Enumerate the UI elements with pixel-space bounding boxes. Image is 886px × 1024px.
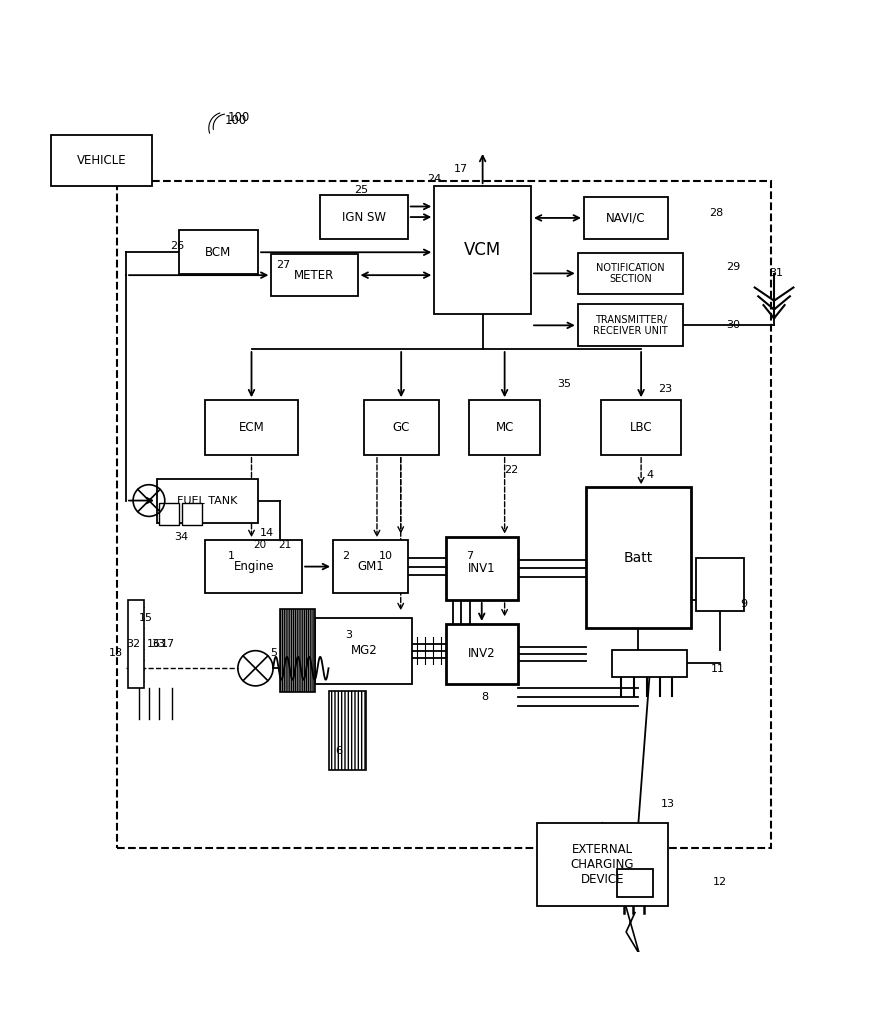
Text: VEHICLE: VEHICLE bbox=[77, 155, 127, 167]
Text: 21: 21 bbox=[278, 541, 291, 551]
Text: 12: 12 bbox=[713, 877, 727, 887]
Text: METER: METER bbox=[294, 268, 335, 282]
Text: 24: 24 bbox=[427, 174, 441, 184]
Text: 35: 35 bbox=[557, 379, 571, 389]
Text: 11: 11 bbox=[711, 664, 725, 674]
Text: 8: 8 bbox=[482, 692, 489, 701]
Text: 2: 2 bbox=[343, 551, 350, 561]
FancyBboxPatch shape bbox=[280, 609, 315, 692]
Text: GC: GC bbox=[392, 421, 410, 434]
Text: MC: MC bbox=[495, 421, 514, 434]
Text: 30: 30 bbox=[727, 321, 741, 331]
Text: 28: 28 bbox=[709, 208, 723, 218]
Text: 7: 7 bbox=[466, 551, 473, 561]
FancyBboxPatch shape bbox=[315, 617, 412, 684]
Text: 10: 10 bbox=[379, 551, 392, 561]
FancyBboxPatch shape bbox=[159, 503, 179, 525]
Text: Batt: Batt bbox=[624, 551, 653, 565]
Text: 100: 100 bbox=[228, 111, 250, 124]
FancyBboxPatch shape bbox=[446, 537, 517, 600]
FancyBboxPatch shape bbox=[333, 541, 408, 593]
FancyBboxPatch shape bbox=[51, 135, 152, 186]
FancyBboxPatch shape bbox=[586, 487, 691, 628]
Text: NOTIFICATION
SECTION: NOTIFICATION SECTION bbox=[596, 262, 664, 285]
Text: 17: 17 bbox=[161, 639, 175, 649]
Text: 6: 6 bbox=[336, 746, 343, 757]
Text: 4: 4 bbox=[647, 470, 654, 480]
Text: 25: 25 bbox=[354, 184, 369, 195]
FancyBboxPatch shape bbox=[584, 197, 667, 239]
Text: ECM: ECM bbox=[238, 421, 264, 434]
FancyBboxPatch shape bbox=[434, 186, 531, 314]
FancyBboxPatch shape bbox=[696, 558, 744, 610]
FancyBboxPatch shape bbox=[470, 400, 540, 455]
Text: 16: 16 bbox=[147, 639, 161, 649]
Text: 34: 34 bbox=[175, 531, 189, 542]
FancyBboxPatch shape bbox=[183, 503, 202, 525]
Text: EXTERNAL
CHARGING
DEVICE: EXTERNAL CHARGING DEVICE bbox=[571, 843, 634, 886]
FancyBboxPatch shape bbox=[329, 691, 366, 770]
Text: 26: 26 bbox=[170, 241, 184, 251]
Text: 5: 5 bbox=[270, 648, 277, 657]
Text: 23: 23 bbox=[657, 384, 672, 394]
Text: 31: 31 bbox=[769, 267, 783, 278]
Text: Engine: Engine bbox=[233, 560, 274, 573]
Text: TRANSMITTER/
RECEIVER UNIT: TRANSMITTER/ RECEIVER UNIT bbox=[593, 314, 668, 336]
FancyBboxPatch shape bbox=[157, 478, 258, 522]
Text: 9: 9 bbox=[741, 599, 748, 609]
FancyBboxPatch shape bbox=[602, 400, 680, 455]
Text: 1: 1 bbox=[229, 551, 235, 561]
Text: 20: 20 bbox=[253, 541, 267, 551]
FancyBboxPatch shape bbox=[446, 624, 517, 684]
Text: 29: 29 bbox=[727, 262, 741, 272]
FancyBboxPatch shape bbox=[206, 400, 298, 455]
Text: 15: 15 bbox=[139, 612, 153, 623]
Text: NAVI/C: NAVI/C bbox=[606, 211, 646, 224]
Text: 17: 17 bbox=[454, 164, 468, 174]
Text: GM1: GM1 bbox=[357, 560, 384, 573]
FancyBboxPatch shape bbox=[271, 254, 358, 296]
Text: MG2: MG2 bbox=[350, 644, 377, 657]
FancyBboxPatch shape bbox=[320, 195, 408, 239]
Text: IGN SW: IGN SW bbox=[342, 211, 385, 223]
FancyBboxPatch shape bbox=[537, 823, 667, 906]
Text: FUEL TANK: FUEL TANK bbox=[177, 496, 237, 506]
Text: 13: 13 bbox=[661, 800, 674, 809]
FancyBboxPatch shape bbox=[612, 650, 687, 677]
FancyBboxPatch shape bbox=[578, 253, 683, 294]
Text: INV2: INV2 bbox=[468, 647, 495, 660]
Text: 32: 32 bbox=[126, 639, 140, 649]
FancyBboxPatch shape bbox=[179, 230, 258, 274]
FancyBboxPatch shape bbox=[128, 600, 144, 688]
Text: 27: 27 bbox=[276, 260, 290, 270]
Text: 33: 33 bbox=[152, 639, 166, 649]
Text: 22: 22 bbox=[504, 465, 519, 475]
Text: LBC: LBC bbox=[630, 421, 652, 434]
Text: 14: 14 bbox=[260, 528, 274, 539]
FancyBboxPatch shape bbox=[206, 541, 302, 593]
FancyBboxPatch shape bbox=[578, 304, 683, 346]
Text: BCM: BCM bbox=[206, 246, 231, 259]
Text: INV1: INV1 bbox=[468, 562, 495, 574]
Text: 18: 18 bbox=[108, 648, 122, 657]
Text: 3: 3 bbox=[346, 630, 353, 640]
FancyBboxPatch shape bbox=[364, 400, 439, 455]
FancyBboxPatch shape bbox=[618, 868, 653, 897]
Text: 100: 100 bbox=[225, 114, 247, 127]
Text: VCM: VCM bbox=[464, 241, 501, 259]
